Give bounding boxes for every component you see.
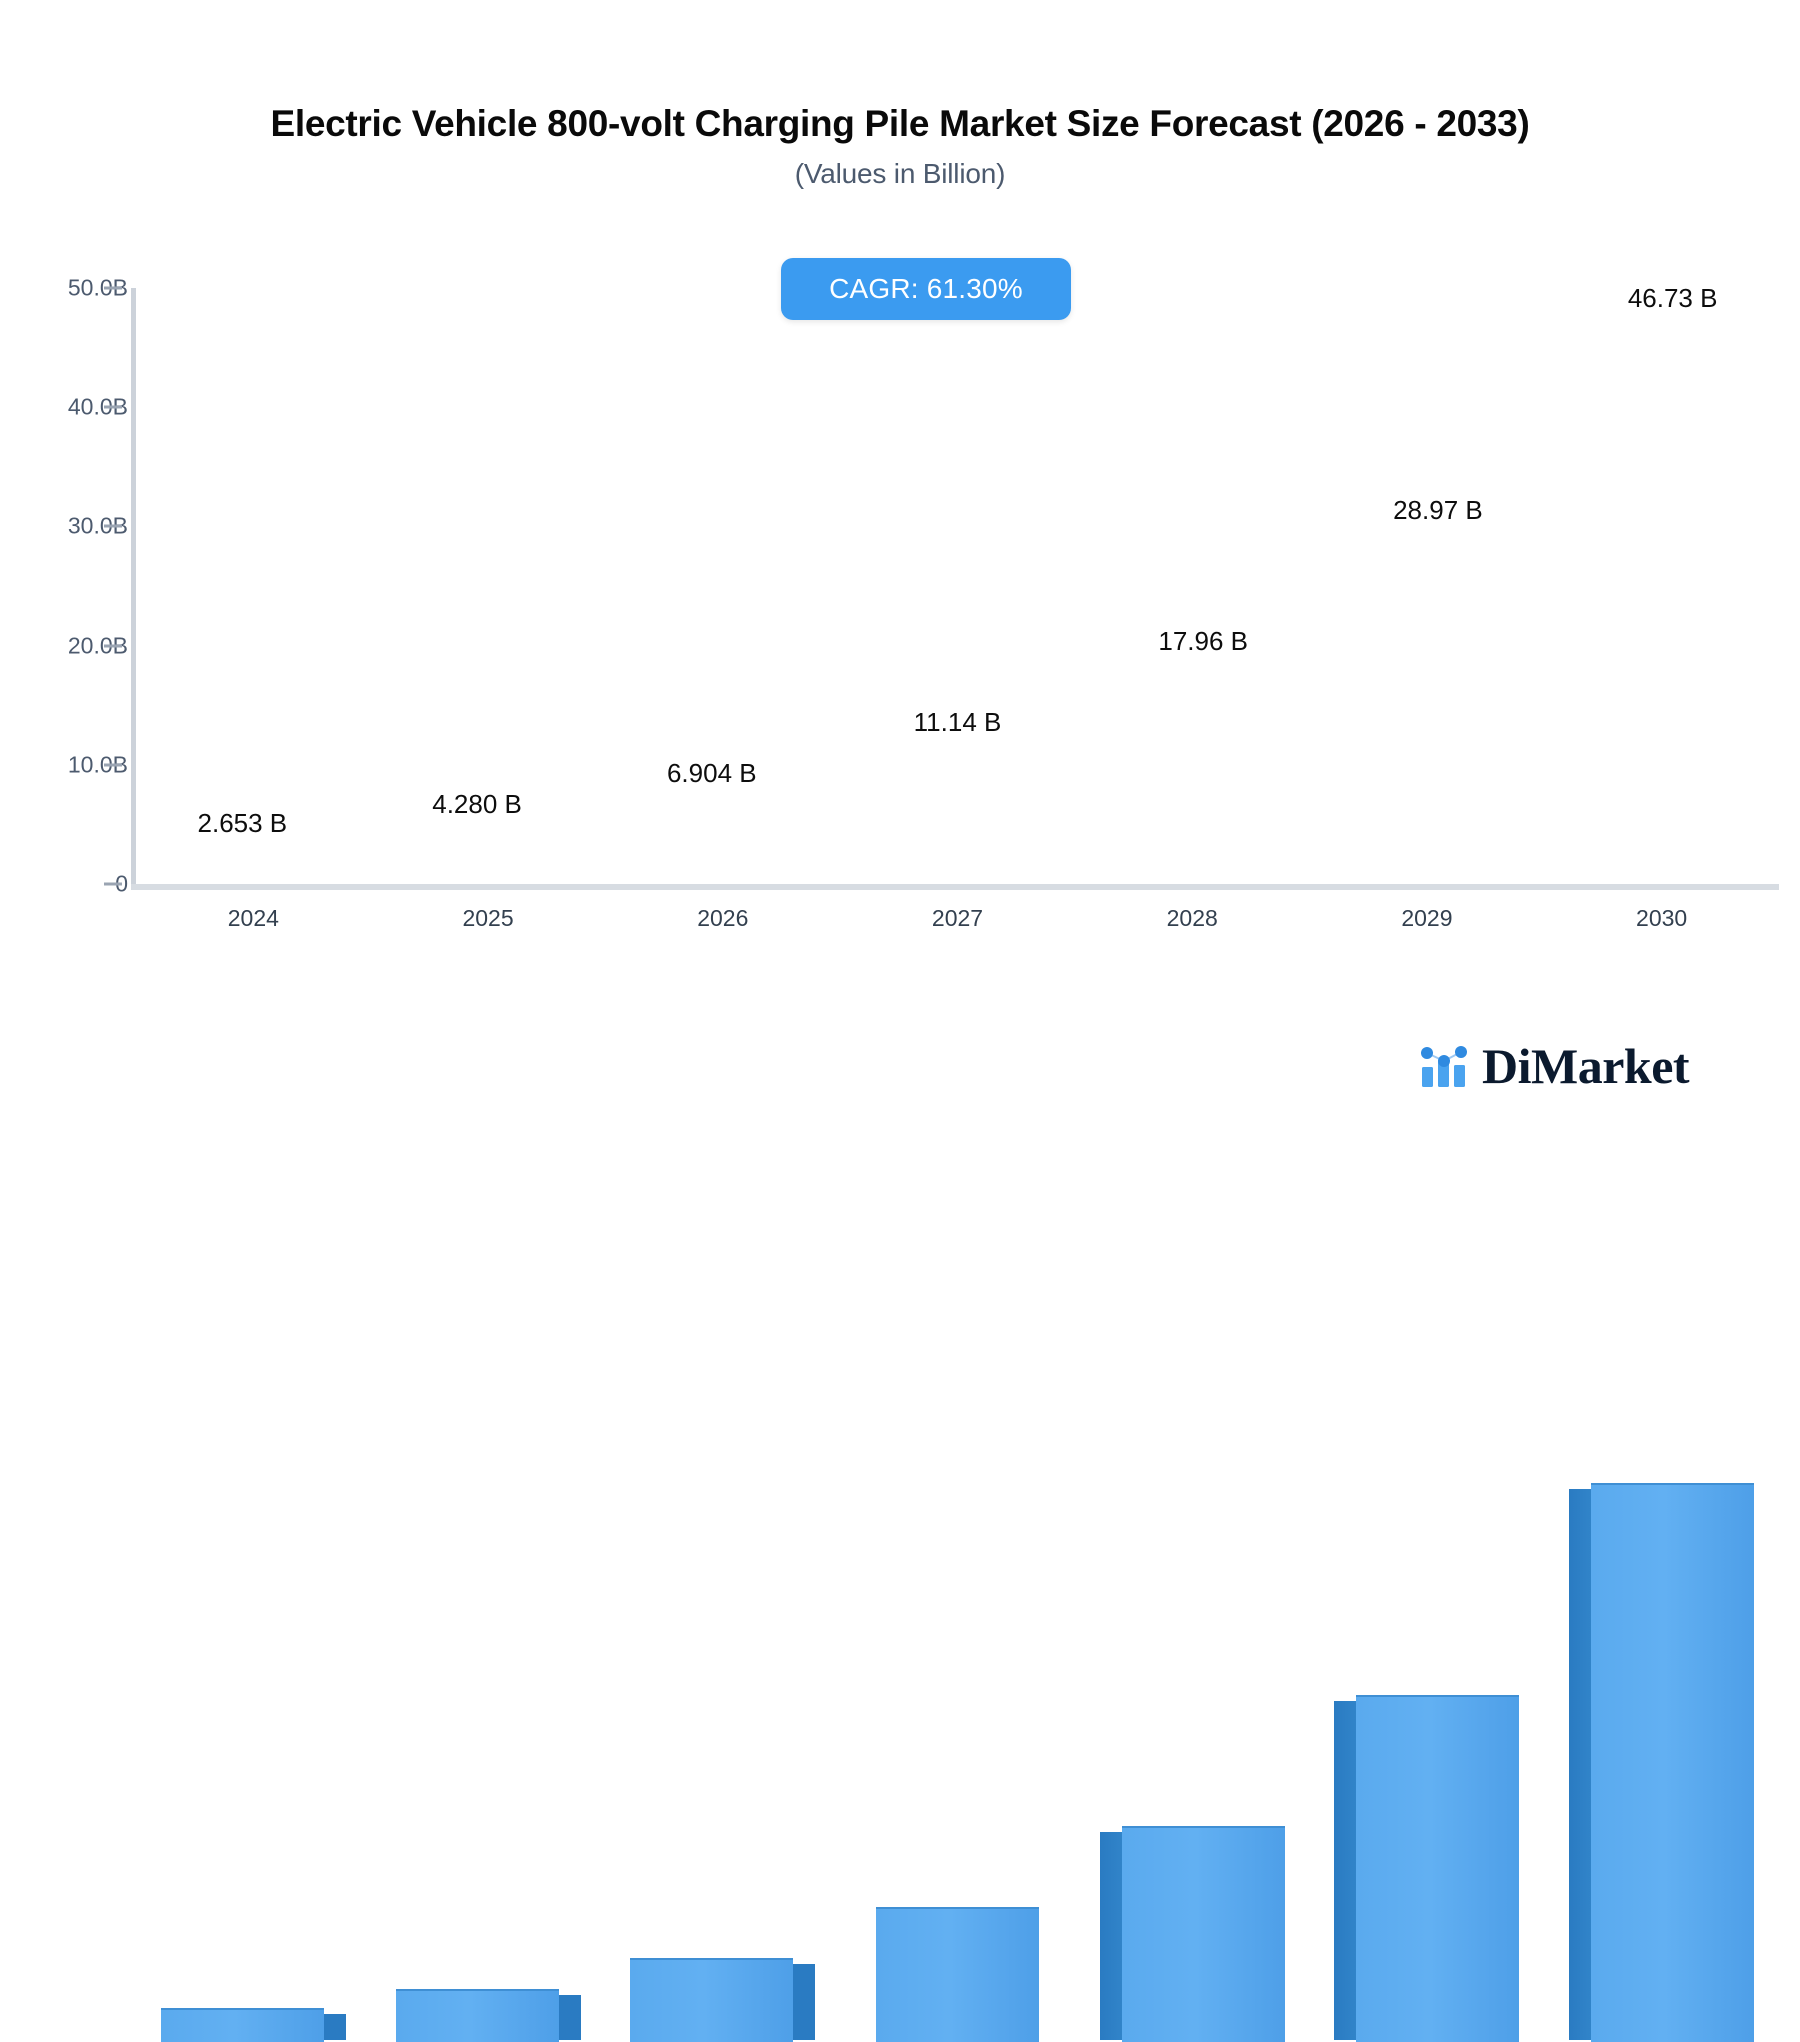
y-axis-tick-mark — [104, 882, 122, 886]
x-axis-tick-label: 2027 — [931, 905, 984, 931]
bar-front-face — [1121, 1825, 1285, 2042]
bar-value-label: 28.97 B — [1393, 494, 1483, 525]
bar-side-face — [1334, 1700, 1357, 2040]
bar-value-label: 46.73 B — [1627, 282, 1718, 313]
x-axis-tick-label: 2026 — [697, 905, 749, 931]
bar-value-label: 4.280 B — [432, 788, 522, 819]
cagr-badge: CAGR: 61.30% — [781, 258, 1071, 320]
bar-front-face — [1591, 1482, 1755, 2042]
bar-value-label: 11.14 B — [913, 707, 1002, 738]
bar-value-label: 2.653 B — [197, 808, 288, 839]
y-axis-tick-mark — [104, 524, 122, 528]
y-axis-tick-mark — [104, 405, 122, 409]
brand-logo: DiMarket — [1418, 1038, 1690, 1094]
chart-subtitle: (Values in Billion) — [794, 157, 1006, 189]
chart-title: Electric Vehicle 800-volt Charging Pile … — [270, 103, 1530, 144]
bar-front-face — [876, 1907, 1039, 2042]
bar-chart-dots-icon — [1421, 1046, 1467, 1087]
logo-text: DiMarket — [1482, 1038, 1690, 1094]
x-axis-tick-label: 2028 — [1166, 905, 1218, 931]
x-axis-tick-label: 2030 — [1636, 905, 1688, 931]
y-axis-line — [131, 288, 136, 888]
chart-container: Electric Vehicle 800-volt Charging Pile … — [0, 103, 1800, 2042]
x-axis-tick-label: 2029 — [1401, 905, 1453, 931]
bar-front-face — [395, 1988, 559, 2042]
bar-side-face — [1569, 1488, 1592, 2040]
bar-front-face — [1356, 1694, 1520, 2042]
bar-value-label: 6.904 B — [666, 757, 757, 788]
y-axis-tick-mark — [104, 763, 122, 767]
y-axis-tick-mark — [104, 286, 122, 290]
bar-side-face — [793, 1963, 816, 2040]
x-axis-tick-label: 2024 — [227, 905, 279, 931]
bar-side-face — [558, 1994, 581, 2040]
y-axis-tick-mark — [104, 644, 122, 648]
bar-front-face — [160, 2008, 324, 2042]
bar-side-face — [323, 2014, 346, 2040]
x-axis-line — [131, 884, 1779, 890]
x-axis-tick-label: 2025 — [462, 905, 514, 931]
title-block: Electric Vehicle 800-volt Charging Pile … — [0, 103, 1800, 189]
bar-front-face — [630, 1957, 794, 2042]
bar-side-face — [1099, 1831, 1122, 2040]
bar-value-label: 17.96 B — [1158, 625, 1249, 656]
